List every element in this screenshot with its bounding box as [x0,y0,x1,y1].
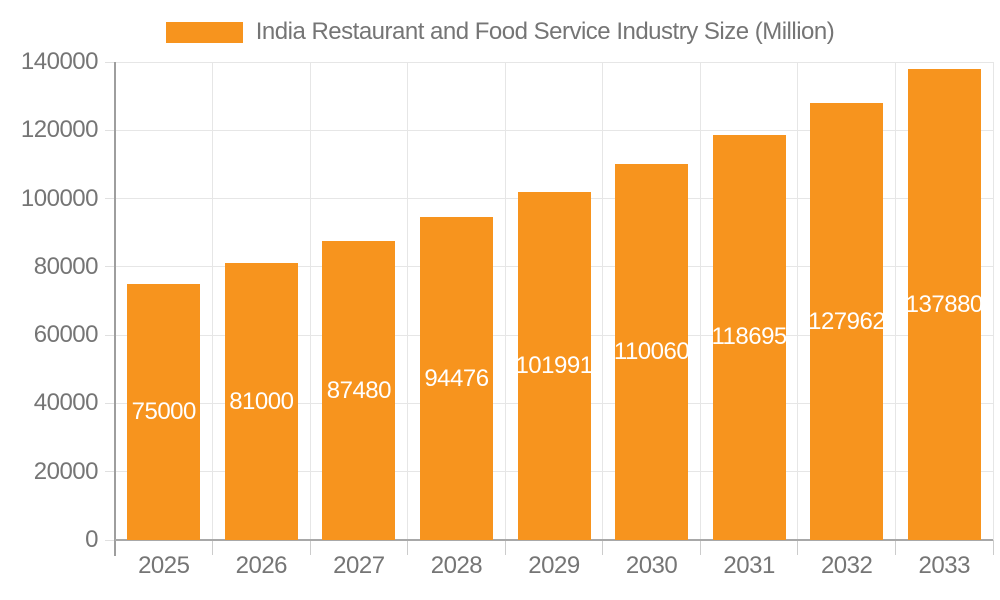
bar [224,263,298,540]
bar [322,241,396,540]
bar [712,134,786,540]
y-tick-label: 60000 [33,321,99,349]
x-axis-tick [602,540,604,555]
x-axis-tick [992,540,994,555]
plot-area: 75000 81000 87480 94476 101991 110060 118695 12… [105,61,994,556]
x-axis-line [115,539,993,541]
bar [810,103,884,540]
bar-value-label: 137880 [905,290,984,318]
v-gridline [504,62,506,540]
y-tick-label: 40000 [33,389,99,417]
x-tick-label: 2028 [430,552,483,579]
x-tick-label: 2029 [528,552,580,579]
bar [419,217,493,540]
x-tick-label: 2032 [820,552,873,579]
x-tick-label: 2025 [138,552,190,579]
y-tick-label: 140000 [20,48,99,75]
bar-value-label: 118695 [711,323,787,351]
bar-value-label: 127962 [808,307,886,335]
y-axis-tick [105,471,115,473]
y-axis-tick [105,334,115,336]
legend-swatch [165,21,243,43]
y-axis-line [114,62,116,556]
x-tick-label: 2026 [235,552,288,579]
bar-value-label: 75000 [131,397,197,425]
bar-value-label: 110060 [613,338,690,366]
v-gridline [699,62,701,540]
bar [907,69,981,540]
y-axis-tick [105,198,115,200]
x-axis-tick [504,540,506,555]
y-tick-label: 120000 [20,116,99,144]
v-gridline [212,62,214,540]
bar [517,191,591,540]
x-axis-tick [407,540,409,555]
y-axis-tick [105,539,115,541]
h-gridline [115,129,993,131]
x-axis-tick [309,540,311,555]
x-tick-label: 2033 [918,552,971,579]
bar [127,283,201,540]
bar-value-label: 101991 [515,351,593,379]
y-axis-tick [105,402,115,404]
h-gridline [115,61,993,63]
y-tick-label: 100000 [20,184,99,212]
bar-value-label: 94476 [424,364,489,392]
x-axis-tick [797,540,799,555]
bar [615,164,689,540]
y-tick-label: 0 [85,526,98,553]
y-axis-tick [105,129,115,131]
v-gridline [992,62,994,540]
y-axis-tick [105,61,115,63]
bar-value-label: 87480 [326,376,392,404]
v-gridline [407,62,409,540]
y-tick-label: 80000 [33,252,99,280]
x-tick-label: 2030 [625,552,678,579]
x-tick-label: 2031 [723,552,775,579]
bar-value-label: 81000 [229,387,294,415]
x-axis-tick [212,540,214,555]
v-gridline [309,62,311,540]
x-axis-tick [894,540,896,555]
x-axis-tick [699,540,701,555]
y-tick-label: 20000 [33,457,99,485]
v-gridline [602,62,604,540]
y-axis-tick [105,266,115,268]
v-gridline [797,62,799,540]
chart-legend: India Restaurant and Food Service Indust… [0,14,1000,50]
v-gridline [894,62,896,540]
legend-label: India Restaurant and Food Service Indust… [255,18,835,45]
x-tick-label: 2027 [333,552,385,579]
